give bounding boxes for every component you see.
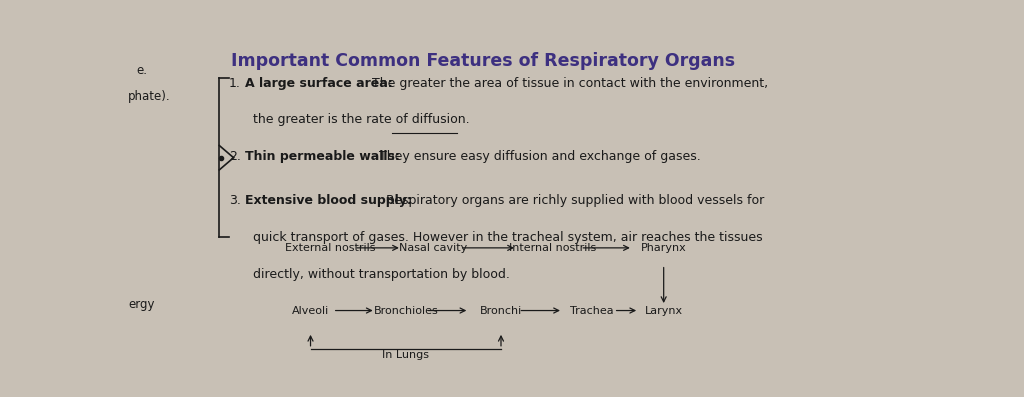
Text: Bronchi: Bronchi xyxy=(480,306,522,316)
Text: Larynx: Larynx xyxy=(645,306,683,316)
Text: External nostrils: External nostrils xyxy=(285,243,376,253)
Text: They ensure easy diffusion and exchange of gases.: They ensure easy diffusion and exchange … xyxy=(375,150,700,163)
Text: Important Common Features of Respiratory Organs: Important Common Features of Respiratory… xyxy=(231,52,735,70)
Text: Alveoli: Alveoli xyxy=(292,306,329,316)
Text: 2.: 2. xyxy=(228,150,241,163)
Text: Internal nostrils: Internal nostrils xyxy=(509,243,596,253)
Text: Bronchioles: Bronchioles xyxy=(374,306,438,316)
Text: directly, without transportation by blood.: directly, without transportation by bloo… xyxy=(253,268,510,281)
Text: Nasal cavity: Nasal cavity xyxy=(399,243,468,253)
Text: Respiratory organs are richly supplied with blood vessels for: Respiratory organs are richly supplied w… xyxy=(382,195,764,207)
Text: 1.: 1. xyxy=(228,77,241,90)
Text: Thin permeable walls:: Thin permeable walls: xyxy=(246,150,400,163)
Text: phate).: phate). xyxy=(128,91,171,104)
Text: Pharynx: Pharynx xyxy=(641,243,686,253)
Text: Trachea: Trachea xyxy=(570,306,614,316)
Text: In Lungs: In Lungs xyxy=(382,350,429,360)
Text: quick transport of gases. However in the tracheal system, air reaches the tissue: quick transport of gases. However in the… xyxy=(253,231,763,244)
Text: the greater is the rate of diffusion.: the greater is the rate of diffusion. xyxy=(253,114,470,126)
Text: A large surface area:: A large surface area: xyxy=(246,77,393,90)
Text: 3.: 3. xyxy=(228,195,241,207)
Text: The greater the area of tissue in contact with the environment,: The greater the area of tissue in contac… xyxy=(369,77,769,90)
Text: Extensive blood supply:: Extensive blood supply: xyxy=(246,195,413,207)
Text: ergy: ergy xyxy=(128,298,155,311)
Text: e.: e. xyxy=(136,64,146,77)
